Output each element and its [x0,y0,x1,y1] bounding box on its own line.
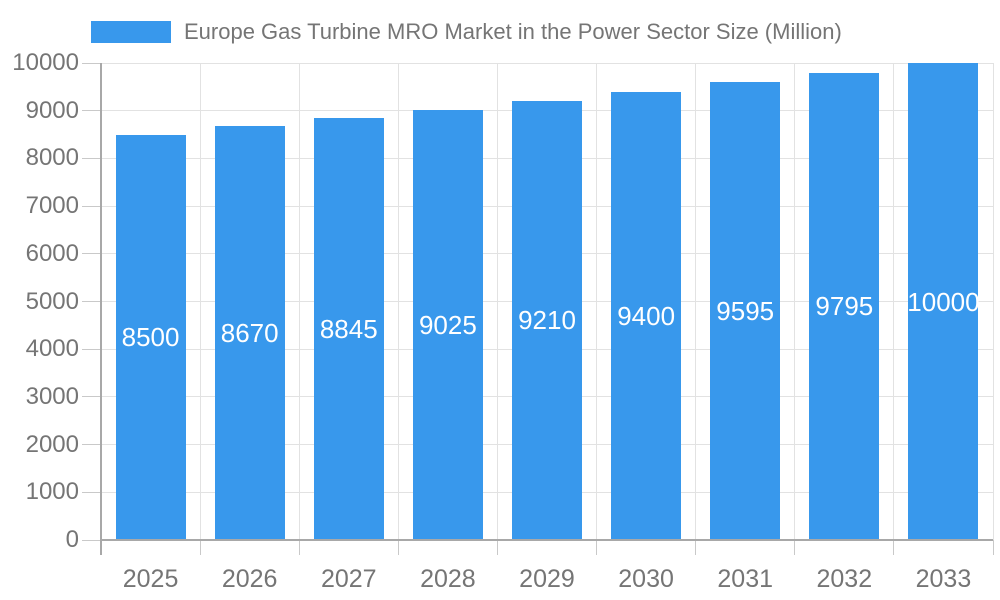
bar-value-label: 9795 [815,291,874,322]
bar[interactable]: 8670 [214,126,285,540]
bar-value-label: 8500 [121,322,180,353]
x-axis-tick [397,540,399,555]
x-axis-label: 2026 [221,565,278,593]
gridline-vertical [695,63,697,540]
y-axis-line [100,63,102,555]
bar-value-label: 9025 [418,309,477,340]
x-axis-tick [298,540,300,555]
y-axis-label: 1000 [25,478,79,506]
y-axis-tick [82,348,101,350]
y-axis-tick [82,396,101,398]
x-axis-tick [695,540,697,555]
y-axis-tick [82,253,101,255]
gridline-vertical [298,63,300,540]
gridline-vertical [397,63,399,540]
x-axis-tick [893,540,895,555]
y-axis-label: 5000 [25,287,79,315]
bar-value-label: 9400 [617,300,676,331]
bar[interactable]: 10000 [907,63,980,540]
x-axis-label: 2025 [122,565,179,593]
bar[interactable]: 8845 [313,118,384,540]
bar[interactable]: 9210 [512,100,582,540]
y-axis-label: 7000 [25,192,79,220]
bar-value-label: 8845 [319,314,378,345]
x-axis-label: 2029 [519,565,575,593]
y-axis-label: 8000 [25,144,79,172]
legend-label: Europe Gas Turbine MRO Market in the Pow… [184,19,842,44]
bar[interactable]: 9595 [710,82,781,540]
y-axis-label: 0 [65,526,79,553]
x-axis-label: 2027 [320,565,377,593]
y-axis-tick [82,444,101,446]
y-axis-label: 6000 [25,239,79,267]
gridline-horizontal [101,62,993,64]
gridline-vertical [496,63,498,540]
legend-swatch-icon [91,21,171,43]
y-axis-tick [82,157,101,159]
bar-value-label: 10000 [907,286,980,317]
x-axis-tick [794,540,796,555]
bar[interactable]: 8500 [115,134,186,540]
gridline-vertical [893,63,895,540]
gridline-vertical [794,63,796,540]
y-axis-tick [82,301,101,302]
x-axis-label: 2028 [420,565,476,593]
y-axis-label: 3000 [25,382,79,410]
gridline-vertical [596,63,598,540]
y-axis-tick [82,110,101,112]
x-axis-line [101,539,993,541]
y-axis-tick [82,491,101,493]
bar-value-label: 9595 [716,296,775,327]
bar[interactable]: 9025 [412,109,483,540]
bar[interactable]: 9795 [809,72,880,540]
gridline-vertical [992,63,994,540]
y-axis-label: 9000 [25,96,79,124]
x-axis-label: 2031 [717,565,774,593]
y-axis-label: 4000 [25,335,79,363]
x-axis-label: 2033 [915,565,972,593]
x-axis-tick [596,540,598,555]
y-axis-label: 2000 [25,430,79,458]
bar[interactable]: 9400 [611,91,682,540]
bar-value-label: 8670 [220,318,279,349]
y-axis-tick [82,205,101,207]
x-axis-label: 2030 [618,565,674,593]
y-axis-label: 10000 [12,49,79,76]
x-axis-tick [992,540,994,555]
bar-value-label: 9210 [518,305,576,336]
x-axis-tick [199,540,201,555]
y-axis-tick [82,539,101,541]
y-axis-tick [82,62,101,64]
legend-item[interactable]: Europe Gas Turbine MRO Market in the Pow… [91,16,842,48]
x-axis-label: 2032 [816,565,873,593]
x-axis-tick [496,540,498,555]
gridline-vertical [199,63,201,540]
